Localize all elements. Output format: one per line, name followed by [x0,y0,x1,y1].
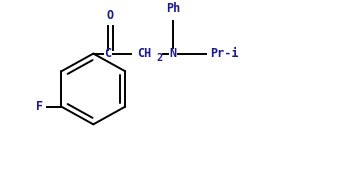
Text: Pr-i: Pr-i [210,47,238,60]
Text: O: O [107,9,114,22]
Text: F: F [36,100,43,113]
Text: C: C [104,47,111,60]
Text: Ph: Ph [166,2,180,15]
Text: CH: CH [137,47,152,60]
Text: 2: 2 [157,53,163,63]
Text: N: N [170,47,177,60]
